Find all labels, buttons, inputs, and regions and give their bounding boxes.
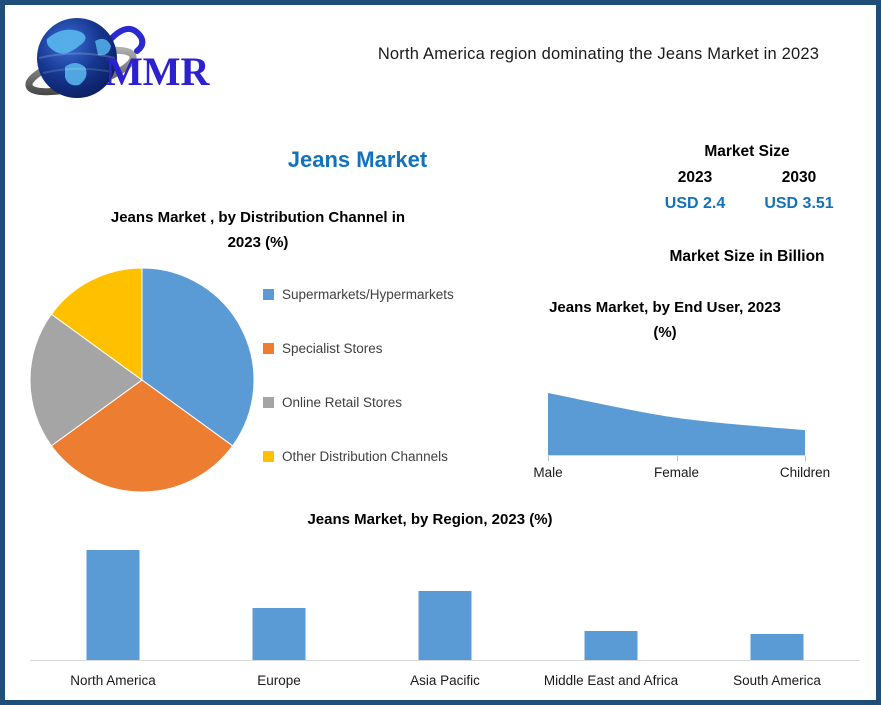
legend-label: Other Distribution Channels: [282, 449, 448, 464]
axis-tick: [805, 456, 806, 461]
region-bar: [252, 608, 306, 660]
legend-item: Supermarkets/Hypermarkets: [263, 287, 513, 302]
legend-item: Specialist Stores: [263, 341, 513, 356]
region-axis-label: South America: [733, 673, 821, 688]
pie-chart-svg: [29, 267, 255, 493]
market-size-panel: Market Size 2023 2030 USD 2.4 USD 3.51: [643, 143, 851, 213]
region-axis-label: Middle East and Africa: [543, 673, 679, 688]
enduser-chart: Male Female Children: [533, 389, 830, 489]
market-size-year-2023: 2023: [677, 169, 713, 186]
pie-chart-title-line2: 2023 (%): [227, 234, 289, 251]
enduser-area-series: [548, 393, 805, 455]
logo-text: MMR: [105, 49, 211, 94]
region-bar: [418, 591, 472, 660]
market-size-years: 2023 2030: [643, 169, 851, 187]
market-size-values: USD 2.4 USD 3.51: [643, 195, 851, 213]
region-bar: [86, 550, 140, 660]
market-size-title: Market Size: [704, 143, 790, 160]
legend-swatch-icon: [263, 451, 274, 462]
enduser-axis-label: Male: [533, 465, 563, 480]
region-axis-label: Asia Pacific: [410, 673, 480, 688]
pie-legend: Supermarkets/Hypermarkets Specialist Stor…: [263, 287, 513, 464]
main-heading: Jeans Market: [287, 147, 428, 172]
enduser-axis-label: Children: [779, 465, 831, 480]
enduser-chart-title-line2: (%): [653, 324, 677, 341]
region-bar: [584, 631, 638, 660]
region-axis-label: North America: [70, 673, 156, 688]
pie-chart-title: Jeans Market , by Distribution Channel i…: [75, 205, 441, 255]
legend-swatch-icon: [263, 289, 274, 300]
pie-slice-1: [50, 379, 234, 493]
pie-slice-3: [50, 267, 143, 381]
pie-chart: [28, 266, 256, 494]
enduser-area-svg: [548, 393, 805, 455]
pie-slice-0: [141, 267, 255, 447]
region-chart-labels: North America Europe Asia Pacific Middle Ea…: [30, 673, 860, 693]
enduser-axis-label: Female: [653, 465, 700, 480]
mmr-logo: MMR: [25, 18, 211, 98]
region-bar: [750, 634, 804, 660]
legend-label: Supermarkets/Hypermarkets: [282, 287, 454, 302]
axis-tick: [676, 456, 678, 461]
region-chart-title: Jeans Market, by Region, 2023 (%): [307, 511, 553, 528]
market-size-year-2030: 2030: [781, 169, 817, 186]
legend-label: Specialist Stores: [282, 341, 383, 356]
enduser-chart-plot: [548, 389, 805, 456]
enduser-chart-title-line1: Jeans Market, by End User, 2023: [549, 299, 781, 316]
axis-tick: [548, 456, 549, 461]
legend-swatch-icon: [263, 343, 274, 354]
market-size-unit-label: Market Size in Billion: [669, 248, 825, 265]
page-title: North America region dominating the Jean…: [377, 45, 820, 63]
region-chart-plot: [30, 535, 860, 661]
globe-swoosh-icon: [25, 18, 146, 98]
region-axis-label: Europe: [257, 673, 301, 688]
legend-swatch-icon: [263, 397, 274, 408]
legend-label: Online Retail Stores: [282, 395, 403, 410]
market-size-value-2030: USD 3.51: [764, 195, 834, 212]
legend-item: Online Retail Stores: [263, 395, 513, 410]
pie-slice-2: [29, 313, 143, 447]
legend-item: Other Distribution Channels: [263, 449, 513, 464]
enduser-chart-title: Jeans Market, by End User, 2023 (%): [517, 295, 813, 345]
pie-chart-title-line1: Jeans Market , by Distribution Channel i…: [110, 209, 406, 226]
market-size-value-2023: USD 2.4: [664, 195, 726, 212]
